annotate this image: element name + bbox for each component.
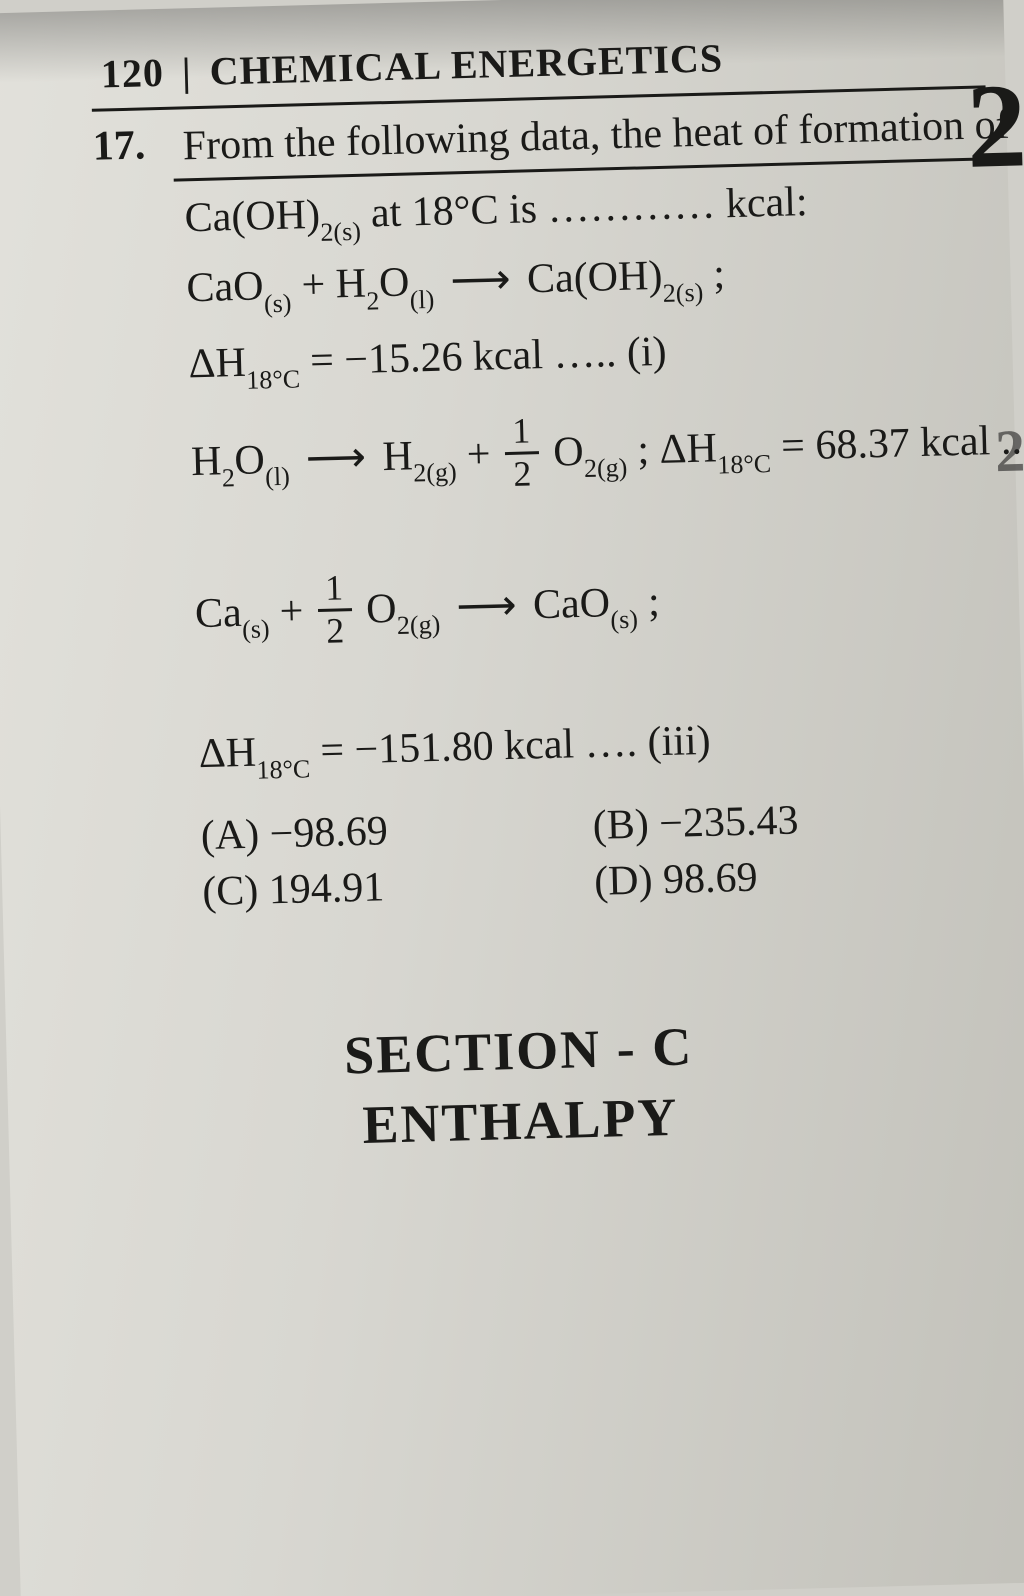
- sub-2: 2: [221, 463, 235, 492]
- formula-caoh2: Ca(OH): [184, 192, 320, 242]
- sub-2s: 2(s): [662, 277, 703, 307]
- eq2-o2: O: [553, 429, 585, 476]
- eq1-cao: CaO: [186, 263, 264, 311]
- eq3-cao: CaO: [532, 580, 610, 628]
- dh1-sub: 18°C: [246, 364, 301, 394]
- sub-l: (l): [265, 462, 290, 492]
- option-a[interactable]: (A) −98.69: [200, 798, 593, 864]
- arrow-icon: ⟶: [450, 580, 524, 636]
- plus: +: [456, 431, 502, 478]
- page-number: 120: [100, 49, 164, 98]
- equation-3: Ca(s) + 1 2 O2(g) ⟶ CaO(s) ;: [194, 557, 990, 656]
- eq1-caoh2: Ca(OH): [526, 253, 662, 303]
- dh2-value: = 68.37 kcal .. (ii): [770, 416, 1024, 470]
- delta-h-1: ΔH18°C = −15.26 kcal ….. (i): [188, 318, 983, 395]
- fraction-denominator: 2: [318, 611, 353, 650]
- delta-h-3: ΔH18°C = −151.80 kcal …. (iii): [198, 707, 993, 784]
- semicolon: ;: [702, 251, 725, 298]
- equation-1: CaO(s) + H2O(l) ⟶ Ca(OH)2(s) ;: [186, 242, 981, 319]
- dh3-value: = −151.80 kcal …. (iii): [309, 718, 711, 774]
- sub-l: (l): [409, 284, 434, 314]
- dh2-symbol: ΔH: [659, 425, 718, 472]
- sub-2: 2: [366, 286, 380, 315]
- stem-line2-rest: at 18°C is ………… kcal:: [360, 179, 808, 237]
- eq2-o: O: [234, 437, 266, 484]
- cutoff-2-mid: 2: [994, 416, 1024, 486]
- dh1-value: = −15.26 kcal ….. (i): [299, 329, 667, 385]
- subscript: 2(s): [320, 216, 361, 246]
- fraction-half: 1 2: [500, 413, 544, 492]
- arrow-icon: ⟶: [299, 431, 373, 487]
- question-stem-line2: Ca(OH)2(s) at 18°C is ………… kcal:: [184, 172, 979, 249]
- header-divider: |: [181, 48, 192, 95]
- sub-s: (s): [610, 605, 638, 635]
- fraction-half: 1 2: [313, 570, 357, 649]
- eq3-o2: O: [366, 586, 398, 633]
- dh3-sub: 18°C: [256, 754, 311, 784]
- page: 120 | CHEMICAL ENERGETICS 17. From the f…: [0, 0, 1024, 1596]
- option-b[interactable]: (B) −235.43: [592, 788, 985, 854]
- plus: +: [269, 588, 315, 635]
- eq1-o: O: [378, 260, 410, 307]
- dh3-symbol: ΔH: [198, 730, 257, 777]
- option-d[interactable]: (D) 98.69: [593, 844, 986, 910]
- question-number: 17.: [92, 121, 146, 170]
- sub-s: (s): [242, 615, 270, 645]
- semicolon: ;: [626, 427, 660, 474]
- sub-s: (s): [264, 288, 292, 318]
- arrow-icon: ⟶: [444, 254, 518, 310]
- fraction-numerator: 1: [317, 570, 352, 612]
- dh2-sub: 18°C: [717, 449, 772, 479]
- answer-options: (A) −98.69 (B) −235.43 (C) 194.91 (D) 98…: [200, 788, 987, 920]
- eq3-ca: Ca: [194, 590, 242, 637]
- eq2-h: H: [190, 438, 222, 485]
- fraction-numerator: 1: [504, 413, 539, 455]
- dh1-symbol: ΔH: [188, 340, 247, 387]
- sub-2g: 2(g): [413, 458, 457, 488]
- eq1-h: H: [335, 261, 367, 308]
- sub-2g: 2(g): [584, 453, 628, 483]
- fraction-denominator: 2: [505, 454, 540, 493]
- option-c[interactable]: (C) 194.91: [202, 854, 595, 920]
- plus: +: [290, 261, 336, 308]
- semicolon: ;: [637, 579, 660, 626]
- sub-2g: 2(g): [397, 610, 441, 640]
- eq2-h2: H: [382, 433, 414, 480]
- equation-2: H2O(l) ⟶ H2(g) + 1 2 O2(g) ; ΔH18°C = 68…: [190, 406, 986, 505]
